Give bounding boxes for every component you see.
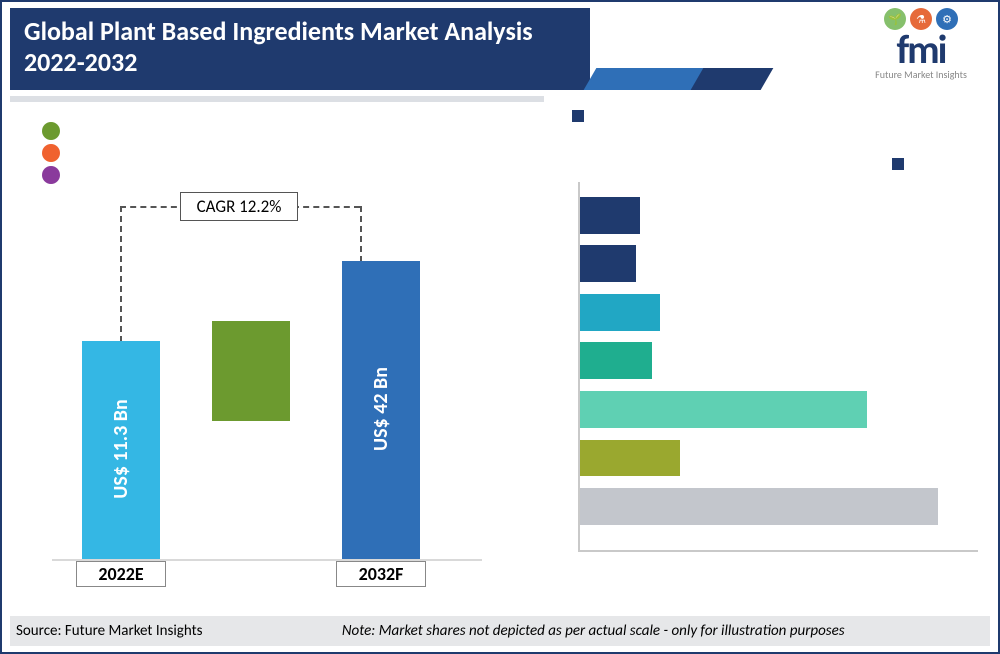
region-chart-plot [578, 182, 978, 552]
left-chart-baseline [52, 559, 482, 561]
bar-2032-xlabel: 2032F [336, 561, 426, 587]
infographic-canvas: Global Plant Based Ingredients Market An… [0, 0, 1000, 654]
bar-2022-value: US$ 11.3 Bn [109, 399, 133, 498]
region-bar-3 [580, 342, 652, 379]
region-bar-2 [580, 294, 660, 331]
region-legend-marker-1 [572, 110, 584, 122]
cagr-label: CAGR 12.2% [180, 192, 298, 221]
bar-2032: US$ 42 Bn [342, 261, 420, 561]
logo-text: fmi [856, 32, 986, 68]
legend-bullets [42, 118, 60, 188]
incremental-block [212, 321, 290, 421]
bar-2032-value: US$ 42 Bn [369, 367, 393, 451]
region-share-chart [538, 152, 988, 582]
cagr-dash-left [120, 206, 122, 342]
market-size-chart: CAGR 12.2% US$ 11.3 Bn 2022E US$ 42 Bn 2… [32, 182, 502, 587]
page-title: Global Plant Based Ingredients Market An… [10, 8, 590, 90]
footer-note: Note: Market shares not depicted as per … [342, 622, 845, 640]
region-bar-5 [580, 440, 680, 477]
legend-bullet-2 [42, 144, 60, 162]
header: Global Plant Based Ingredients Market An… [2, 2, 998, 104]
logo: 🌱 ⚗ ⚙ fmi Future Market Insights [856, 8, 986, 81]
logo-subtext: Future Market Insights [856, 68, 986, 81]
title-underline [10, 96, 544, 102]
region-bar-6 [580, 488, 938, 525]
cagr-dash-right [360, 206, 362, 262]
footer-source: Source: Future Market Insights [16, 622, 203, 640]
region-bar-0 [580, 197, 640, 234]
region-bar-1 [580, 245, 636, 282]
legend-bullet-1 [42, 122, 60, 140]
region-bar-4 [580, 391, 867, 428]
title-accent-2 [691, 68, 774, 90]
bar-2022: US$ 11.3 Bn [82, 341, 160, 561]
footer: Source: Future Market Insights Note: Mar… [10, 616, 990, 646]
bar-2022-xlabel: 2022E [76, 561, 166, 587]
